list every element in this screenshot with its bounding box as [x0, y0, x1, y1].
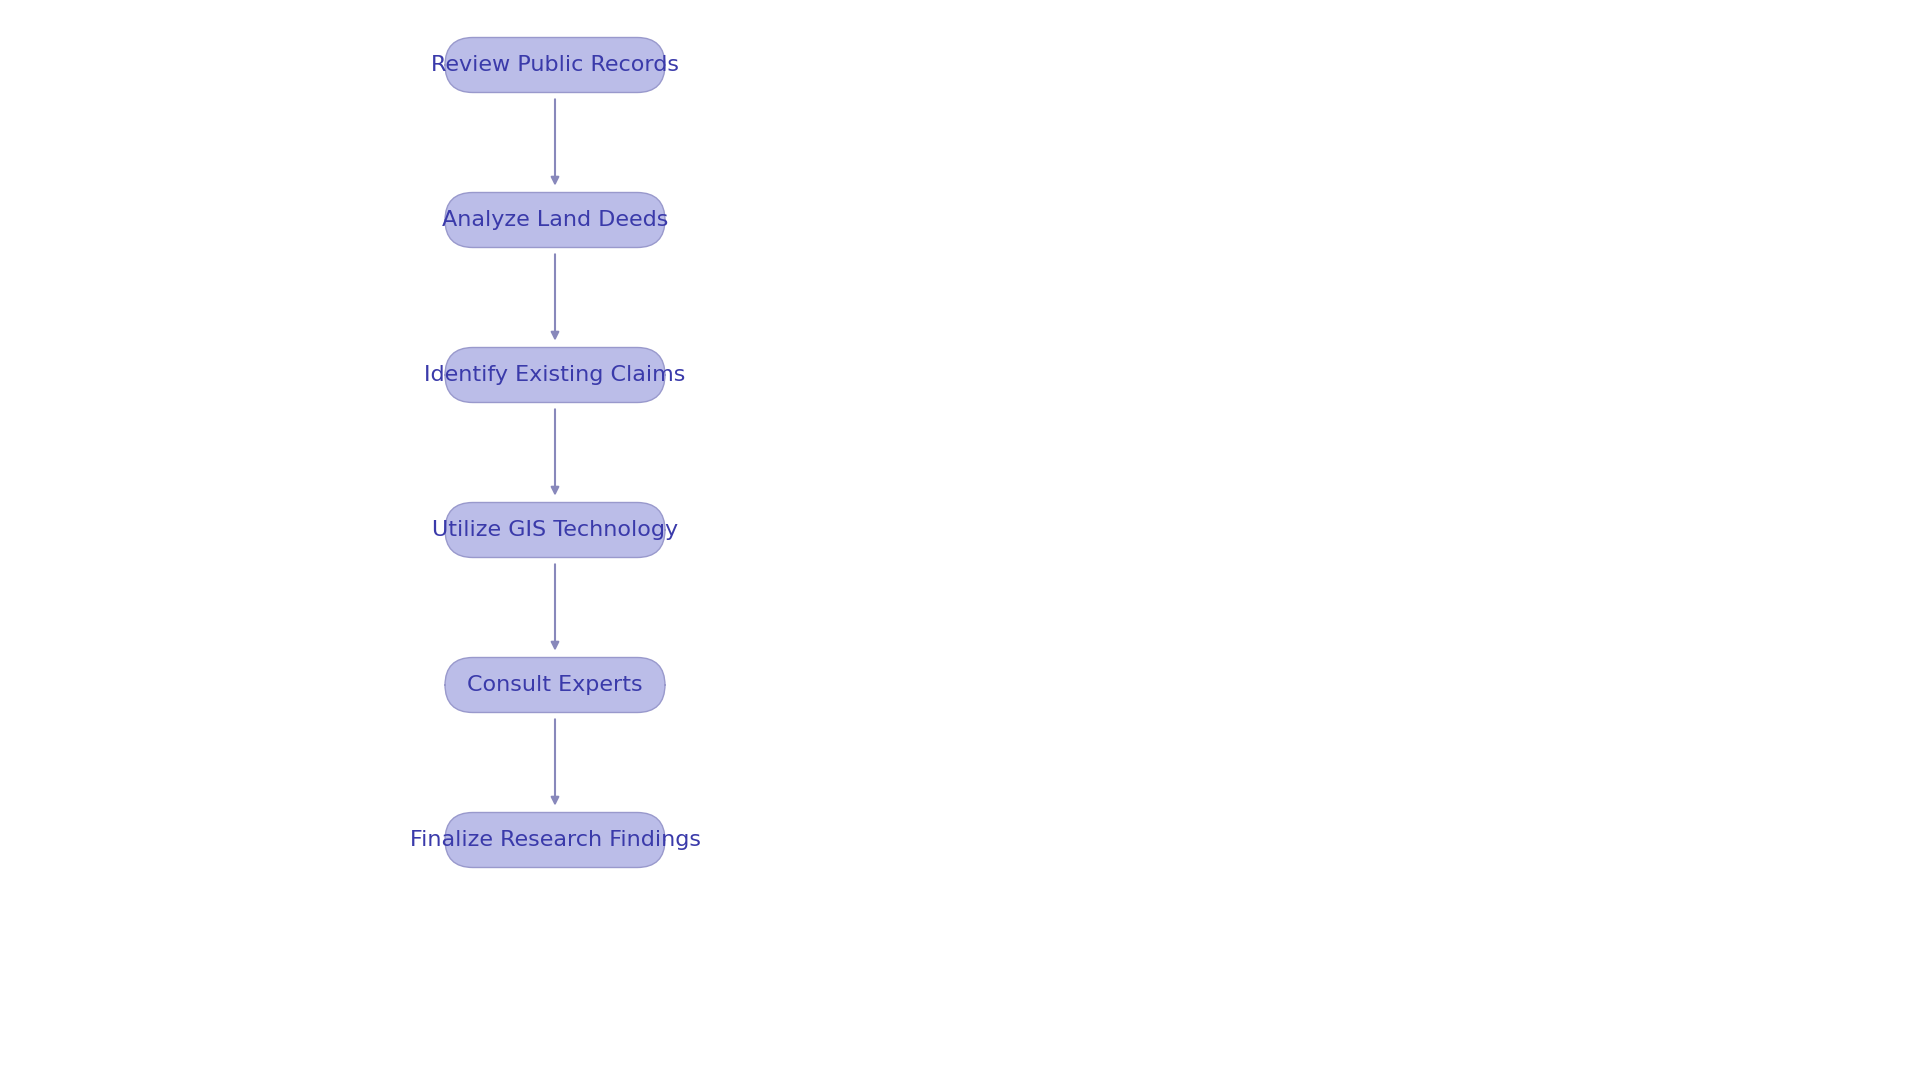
Text: Consult Experts: Consult Experts	[467, 675, 643, 695]
FancyBboxPatch shape	[445, 657, 664, 713]
FancyBboxPatch shape	[445, 348, 664, 403]
Text: Analyze Land Deeds: Analyze Land Deeds	[442, 210, 668, 230]
Text: Identify Existing Claims: Identify Existing Claims	[424, 365, 685, 384]
Text: Review Public Records: Review Public Records	[430, 55, 680, 75]
FancyBboxPatch shape	[445, 193, 664, 248]
FancyBboxPatch shape	[445, 503, 664, 558]
FancyBboxPatch shape	[445, 38, 664, 92]
Text: Utilize GIS Technology: Utilize GIS Technology	[432, 520, 678, 540]
Text: Finalize Research Findings: Finalize Research Findings	[409, 830, 701, 850]
FancyBboxPatch shape	[445, 812, 664, 867]
